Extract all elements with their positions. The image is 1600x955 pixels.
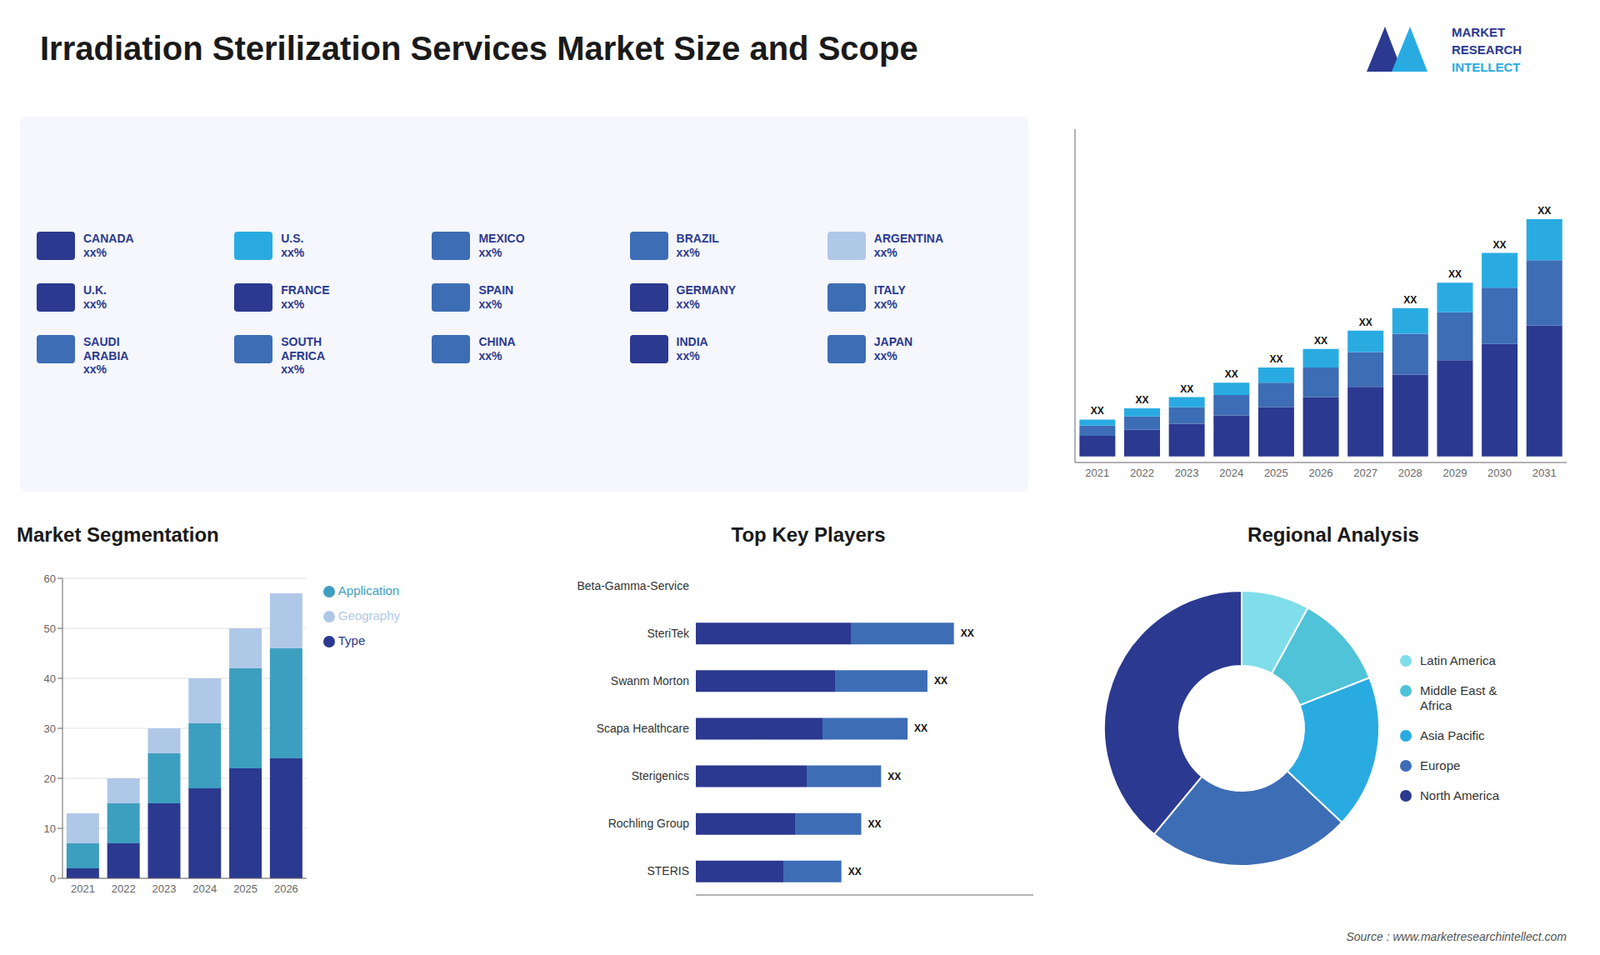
- svg-text:2025: 2025: [233, 882, 258, 895]
- svg-text:30: 30: [44, 722, 56, 735]
- svg-text:0: 0: [50, 872, 56, 885]
- html-text:MARKET: MARKET: [1451, 24, 1506, 39]
- html-text:Middle East & Africa: Middle East & Africa: [1420, 683, 1498, 713]
- svg-text:Sterigenics: Sterigenics: [631, 769, 690, 783]
- svg-text:XX: XX: [914, 722, 928, 735]
- svg-text:XX: XX: [1090, 405, 1105, 417]
- svg-text:2022: 2022: [111, 882, 136, 895]
- svg-text:XX: XX: [1403, 294, 1417, 306]
- svg-text:Swanm Morton: Swanm Morton: [610, 674, 690, 688]
- html-text:North America: North America: [1420, 788, 1500, 803]
- svg-text:XX: XX: [1493, 239, 1507, 251]
- svg-text:XX: XX: [1359, 316, 1373, 329]
- html-text:Market Segmentation: Market Segmentation: [16, 523, 219, 546]
- html-text:Source : www.marketresearchint: Source : www.marketresearchintellect.com: [1346, 930, 1567, 944]
- html-text:GERMANY xx%: GERMANY xx%: [676, 283, 736, 311]
- html-text:Type: Type: [338, 633, 366, 648]
- svg-text:XX: XX: [1537, 205, 1551, 217]
- svg-text:2028: 2028: [1398, 466, 1423, 480]
- svg-text:2023: 2023: [1175, 466, 1200, 480]
- svg-text:40: 40: [44, 672, 56, 685]
- svg-text:60: 60: [44, 572, 56, 585]
- html-text:SOUTH AFRICA xx%: SOUTH AFRICA xx%: [281, 334, 326, 377]
- svg-text:XX: XX: [1314, 335, 1328, 347]
- svg-text:2025: 2025: [1264, 466, 1289, 480]
- html-text:U.K. xx%: U.K. xx%: [83, 283, 107, 311]
- html-text:MEXICO xx%: MEXICO xx%: [478, 231, 525, 259]
- svg-text:50: 50: [44, 622, 56, 635]
- html-text:Regional Analysis: Regional Analysis: [1247, 523, 1420, 546]
- html-text:JAPAN xx%: JAPAN xx%: [874, 334, 913, 363]
- svg-text:XX: XX: [1448, 268, 1462, 280]
- svg-text:XX: XX: [848, 865, 862, 878]
- svg-text:Scapa Healthcare: Scapa Healthcare: [596, 721, 690, 735]
- html-text:Europe: Europe: [1420, 758, 1461, 773]
- svg-text:XX: XX: [887, 770, 901, 783]
- svg-text:10: 10: [44, 822, 56, 835]
- html-text:Application: Application: [338, 583, 400, 598]
- svg-text:2026: 2026: [274, 882, 299, 895]
- svg-text:2031: 2031: [1532, 466, 1557, 480]
- html-text:FRANCE xx%: FRANCE xx%: [281, 283, 330, 311]
- html-text:BRAZIL xx%: BRAZIL xx%: [676, 231, 720, 259]
- html-text:U.S. xx%: U.S. xx%: [281, 231, 305, 259]
- html-text:Geography: Geography: [338, 608, 400, 623]
- html-text:SPAIN xx%: SPAIN xx%: [478, 283, 514, 311]
- html-text:ARGENTINA xx%: ARGENTINA xx%: [874, 231, 944, 259]
- svg-text:2029: 2029: [1442, 466, 1467, 480]
- svg-text:XX: XX: [960, 627, 975, 640]
- svg-text:2030: 2030: [1487, 466, 1512, 480]
- svg-text:2021: 2021: [1085, 466, 1110, 480]
- svg-text:Beta-Gamma-Service: Beta-Gamma-Service: [576, 579, 690, 593]
- html-text:Latin America: Latin America: [1420, 653, 1496, 668]
- svg-text:2023: 2023: [152, 882, 177, 895]
- svg-text:20: 20: [44, 772, 56, 785]
- svg-text:XX: XX: [1180, 383, 1194, 395]
- svg-text:XX: XX: [1225, 368, 1239, 380]
- svg-text:STERIS: STERIS: [646, 864, 690, 878]
- html-text:CANADA xx%: CANADA xx%: [83, 231, 134, 259]
- svg-text:2024: 2024: [192, 882, 217, 895]
- html-text:SAUDI ARABIA xx%: SAUDI ARABIA xx%: [83, 334, 129, 377]
- svg-text:2024: 2024: [1219, 466, 1244, 480]
- svg-text:XX: XX: [868, 818, 882, 830]
- html-text:INDIA xx%: INDIA xx%: [676, 334, 709, 363]
- svg-text:XX: XX: [1269, 353, 1283, 365]
- html-text:INTELLECT: INTELLECT: [1451, 59, 1521, 74]
- svg-text:2022: 2022: [1130, 466, 1155, 480]
- svg-text:2027: 2027: [1353, 466, 1378, 480]
- html-text:Top Key Players: Top Key Players: [731, 523, 886, 546]
- html-text:Irradiation Sterilization Serv: Irradiation Sterilization Services Marke…: [40, 30, 919, 67]
- svg-text:Rochling Group: Rochling Group: [608, 816, 690, 830]
- html-text:ITALY xx%: ITALY xx%: [874, 283, 906, 311]
- html-text:CHINA xx%: CHINA xx%: [478, 334, 516, 363]
- html-text:Asia Pacific: Asia Pacific: [1420, 728, 1485, 743]
- html-text:RESEARCH: RESEARCH: [1451, 42, 1522, 57]
- svg-text:2026: 2026: [1309, 466, 1334, 480]
- svg-text:2021: 2021: [70, 882, 95, 895]
- svg-text:XX: XX: [934, 675, 948, 687]
- svg-text:XX: XX: [1135, 394, 1149, 406]
- svg-text:SteriTek: SteriTek: [646, 626, 690, 640]
